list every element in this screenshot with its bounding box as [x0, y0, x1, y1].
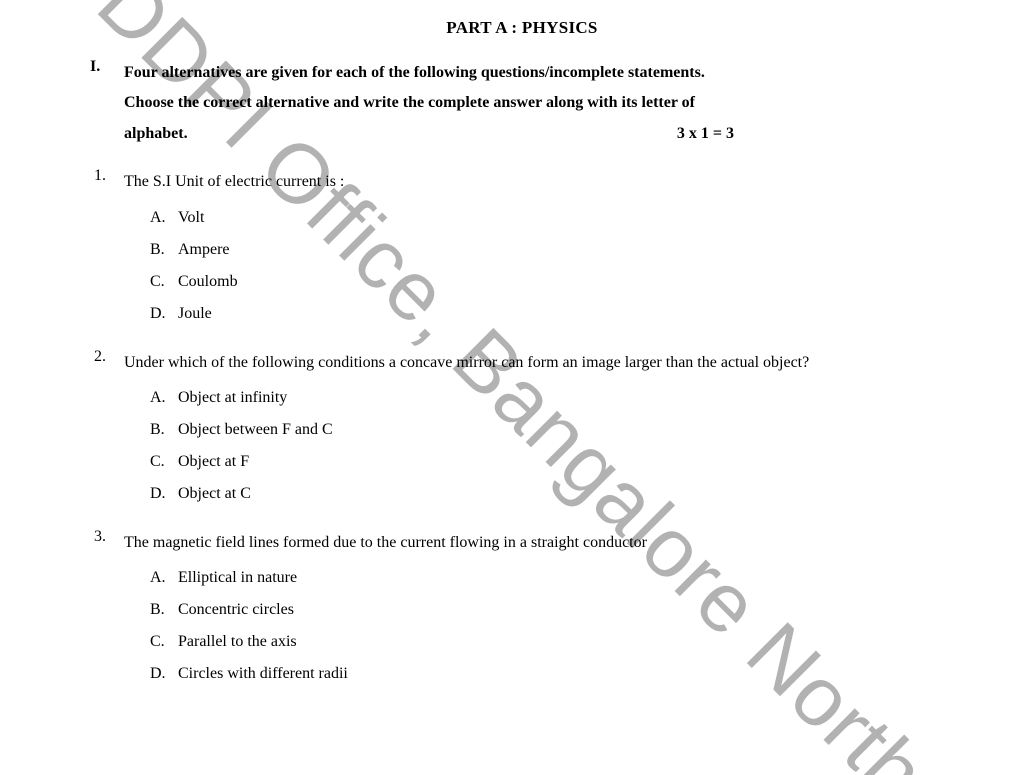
- option-letter: A.: [150, 562, 178, 594]
- option-row: B. Concentric circles: [150, 594, 954, 626]
- option-text: Volt: [178, 202, 954, 234]
- options-list: A. Volt B. Ampere C. Coulomb D. Joule: [150, 202, 954, 330]
- option-row: C. Object at F: [150, 446, 954, 478]
- option-row: B. Object between F and C: [150, 414, 954, 446]
- section-body: Four alternatives are given for each of …: [124, 58, 954, 149]
- options-list: A. Object at infinity B. Object between …: [150, 382, 954, 510]
- option-row: A. Volt: [150, 202, 954, 234]
- question-text: The S.I Unit of electric current is :: [124, 167, 954, 197]
- option-row: C. Parallel to the axis: [150, 626, 954, 658]
- question-number: 2.: [94, 348, 124, 510]
- option-letter: C.: [150, 626, 178, 658]
- option-text: Object between F and C: [178, 414, 954, 446]
- option-letter: B.: [150, 414, 178, 446]
- section-number: I.: [90, 58, 124, 76]
- instruction-line-2: Choose the correct alternative and write…: [124, 88, 954, 118]
- option-text: Concentric circles: [178, 594, 954, 626]
- option-letter: D.: [150, 658, 178, 690]
- option-letter: D.: [150, 478, 178, 510]
- part-title: PART A : PHYSICS: [90, 18, 954, 38]
- option-row: A. Elliptical in nature: [150, 562, 954, 594]
- question-text: The magnetic field lines formed due to t…: [124, 528, 954, 558]
- question-text: Under which of the following conditions …: [124, 348, 954, 378]
- option-text: Object at C: [178, 478, 954, 510]
- instruction-alphabet: alphabet.: [124, 119, 677, 149]
- option-text: Object at infinity: [178, 382, 954, 414]
- option-row: C. Coulomb: [150, 266, 954, 298]
- option-row: D. Joule: [150, 298, 954, 330]
- option-text: Elliptical in nature: [178, 562, 954, 594]
- question-block: 3. The magnetic field lines formed due t…: [94, 528, 954, 690]
- option-row: D. Object at C: [150, 478, 954, 510]
- option-text: Ampere: [178, 234, 954, 266]
- question-block: 2. Under which of the following conditio…: [94, 348, 954, 510]
- option-row: D. Circles with different radii: [150, 658, 954, 690]
- option-letter: A.: [150, 202, 178, 234]
- marks-scheme: 3 x 1 = 3: [677, 119, 954, 149]
- section-instruction: I. Four alternatives are given for each …: [90, 58, 954, 149]
- option-letter: D.: [150, 298, 178, 330]
- option-letter: A.: [150, 382, 178, 414]
- instruction-line-3: alphabet. 3 x 1 = 3: [124, 119, 954, 149]
- option-row: B. Ampere: [150, 234, 954, 266]
- page-container: PART A : PHYSICS I. Four alternatives ar…: [0, 0, 1024, 690]
- question-block: 1. The S.I Unit of electric current is :…: [94, 167, 954, 329]
- question-number: 3.: [94, 528, 124, 690]
- option-letter: C.: [150, 446, 178, 478]
- question-number: 1.: [94, 167, 124, 329]
- option-text: Coulomb: [178, 266, 954, 298]
- option-letter: C.: [150, 266, 178, 298]
- option-text: Joule: [178, 298, 954, 330]
- option-row: A. Object at infinity: [150, 382, 954, 414]
- options-list: A. Elliptical in nature B. Concentric ci…: [150, 562, 954, 690]
- option-text: Object at F: [178, 446, 954, 478]
- option-text: Parallel to the axis: [178, 626, 954, 658]
- option-letter: B.: [150, 234, 178, 266]
- option-letter: B.: [150, 594, 178, 626]
- option-text: Circles with different radii: [178, 658, 954, 690]
- instruction-line-1: Four alternatives are given for each of …: [124, 58, 954, 88]
